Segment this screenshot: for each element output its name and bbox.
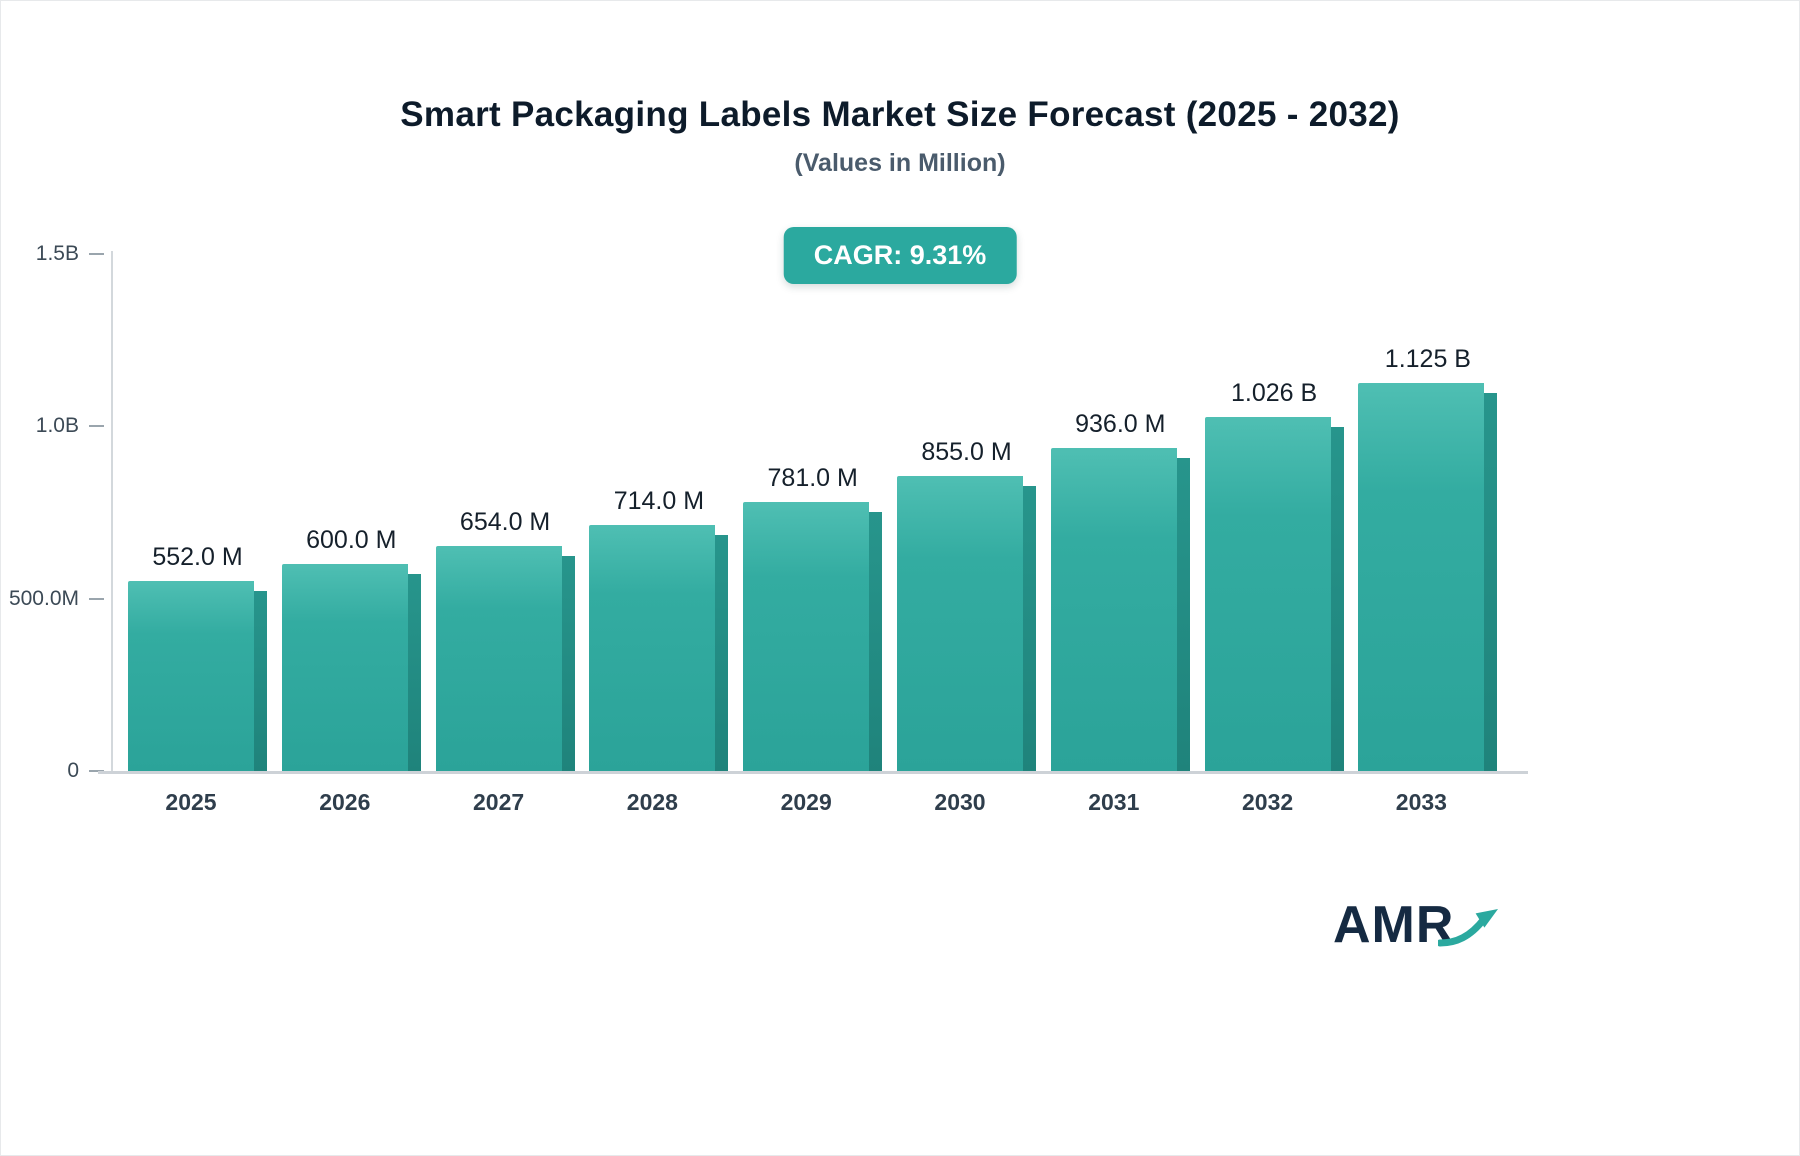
bar-2029	[743, 501, 870, 771]
bar-value-label-2033: 1.125 B	[1384, 345, 1471, 374]
y-tick-mark	[89, 770, 104, 772]
bar-side-face-2026	[407, 574, 421, 771]
bar-side-face-2029	[869, 511, 883, 771]
bar-value-label-2029: 781.0 M	[767, 463, 858, 492]
y-tick-mark	[89, 425, 104, 428]
x-axis-label-2026: 2026	[319, 789, 371, 815]
y-tick-mark	[89, 253, 104, 255]
bar-value-label-2027: 654.0 M	[459, 507, 551, 536]
bar-value-label-2031: 936.0 M	[1075, 410, 1166, 439]
bar-side-face-2027	[561, 555, 575, 771]
bar-2033	[1358, 383, 1485, 771]
bar-side-face-2032	[1330, 427, 1344, 771]
bar-side-face-2031	[1176, 458, 1190, 771]
x-axis-label-2028: 2028	[626, 789, 678, 815]
bar-2032	[1204, 417, 1331, 771]
x-axis-label-2030: 2030	[934, 789, 986, 815]
y-tick-label-500.0M: 500.0M	[8, 586, 79, 610]
y-tick-label-1.0B: 1.0B	[35, 414, 79, 438]
bar-2030	[897, 476, 1023, 771]
bar-value-label-2025: 552.0 M	[152, 542, 243, 571]
y-axis-line	[111, 251, 113, 773]
y-tick-label-1.5B: 1.5B	[35, 242, 79, 265]
chart-title: Smart Packaging Labels Market Size Forec…	[400, 95, 1400, 134]
bar-2025	[128, 580, 254, 771]
bar-2026	[281, 564, 408, 771]
logo-growth-arrow-icon	[1438, 909, 1499, 947]
bar-2028	[589, 524, 716, 771]
bar-value-label-2032: 1.026 B	[1231, 379, 1318, 408]
x-axis-label-2032: 2032	[1242, 789, 1294, 815]
logo-text: AMR	[1333, 896, 1455, 954]
bar-2031	[1050, 448, 1177, 771]
bar-side-face-2025	[254, 590, 267, 771]
bar-value-label-2026: 600.0 M	[306, 526, 397, 555]
chart-subtitle: (Values in Million)	[794, 149, 1006, 177]
x-axis-label-2033: 2033	[1395, 789, 1447, 815]
x-axis-line	[98, 771, 1528, 774]
x-axis-label-2025: 2025	[165, 789, 217, 815]
y-tick-mark	[89, 597, 104, 600]
bar-side-face-2033	[1484, 393, 1498, 771]
amr-logo: AMR	[1333, 899, 1502, 951]
bar-value-label-2030: 855.0 M	[921, 438, 1012, 467]
bar-value-label-2028: 714.0 M	[613, 486, 705, 515]
x-axis-label-2027: 2027	[473, 789, 525, 815]
x-axis-label-2031: 2031	[1088, 789, 1140, 815]
y-tick-label-0: 0	[67, 759, 79, 782]
bar-side-face-2028	[715, 534, 729, 771]
bar-side-face-2030	[1023, 486, 1036, 771]
cagr-badge: CAGR: 9.31%	[783, 227, 1017, 284]
x-axis-label-2029: 2029	[780, 789, 832, 815]
bar-2027	[435, 545, 562, 771]
